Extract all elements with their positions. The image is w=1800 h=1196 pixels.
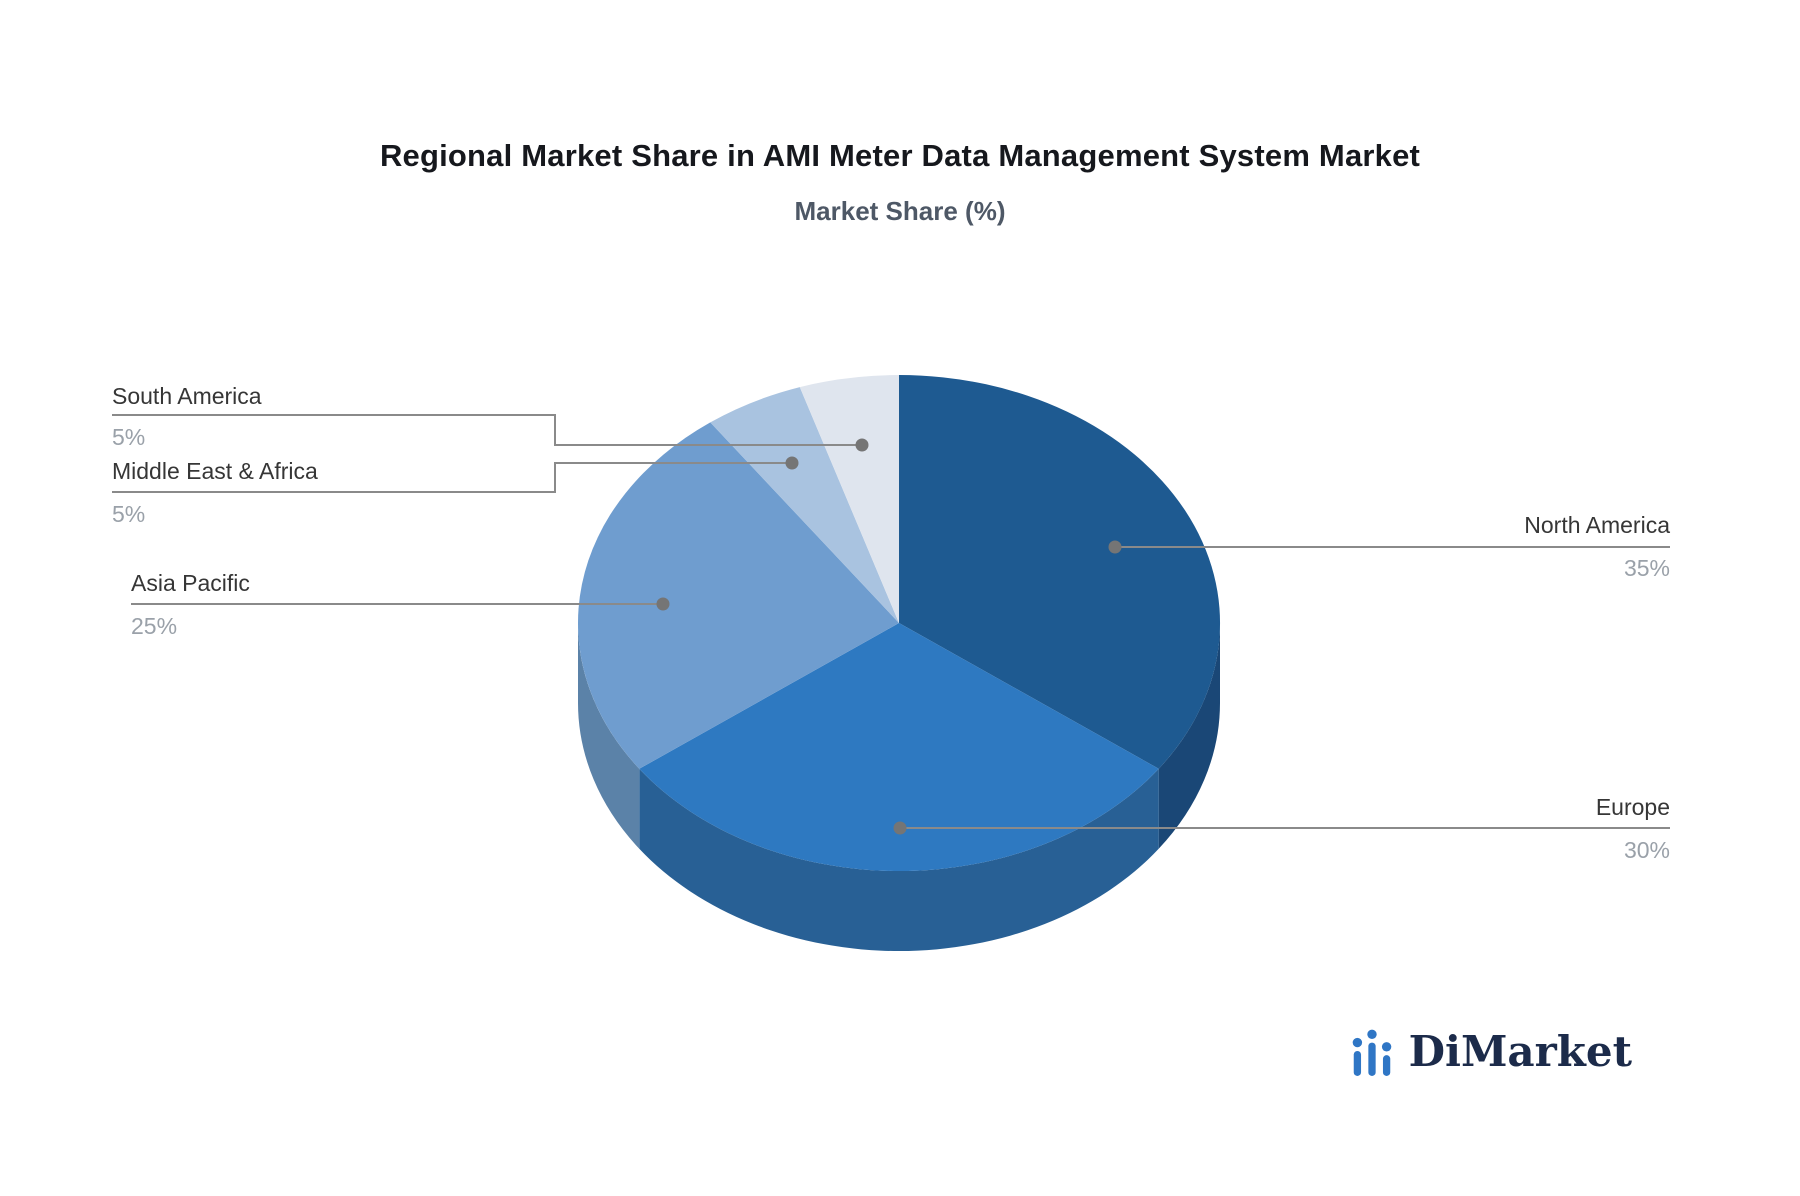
pie-side-asia-pacific [578,623,640,849]
pie-wedge-south-america[interactable] [799,374,899,623]
pie-side-europe [639,768,1159,952]
brand-logo: DiMarket [1349,1028,1632,1076]
brand-name: DiMarket [1408,1027,1632,1076]
callout-pct-south-america: 5% [112,424,146,450]
callout-pct-europe: 30% [1623,837,1670,863]
bar-chart-icon [1352,1029,1391,1076]
leader-line-south-america [112,414,862,446]
callout-label-europe: Europe [1595,794,1670,820]
leader-dot-europe [893,821,907,835]
callout-label-asia-pacific: Asia Pacific [131,570,250,596]
callout-label-middle-east-africa: Middle East & Africa [112,458,318,484]
leader-dot-south-america [855,438,869,452]
pie-wedge-middle-east-africa[interactable] [710,387,899,623]
leader-dot-middle-east-africa [785,456,799,470]
callout-label-north-america: North America [1524,512,1670,538]
callout-label-south-america: South America [112,383,262,409]
leader-line-middle-east-africa [112,462,792,493]
leader-dot-north-america [1108,540,1122,554]
callout-pct-middle-east-africa: 5% [112,501,146,527]
leader-dot-asia-pacific [656,597,670,611]
pie-wedge-europe[interactable] [639,623,1159,872]
pie-wedge-asia-pacific[interactable] [577,422,899,769]
callout-pct-north-america: 35% [1623,555,1670,581]
pie-wedge-north-america[interactable] [899,375,1221,769]
pie-side-north-america [1158,623,1220,849]
callout-pct-asia-pacific: 25% [131,613,178,639]
chart-title: Regional Market Share in AMI Meter Data … [379,138,1421,173]
chart-subtitle: Market Share (%) [794,196,1006,226]
